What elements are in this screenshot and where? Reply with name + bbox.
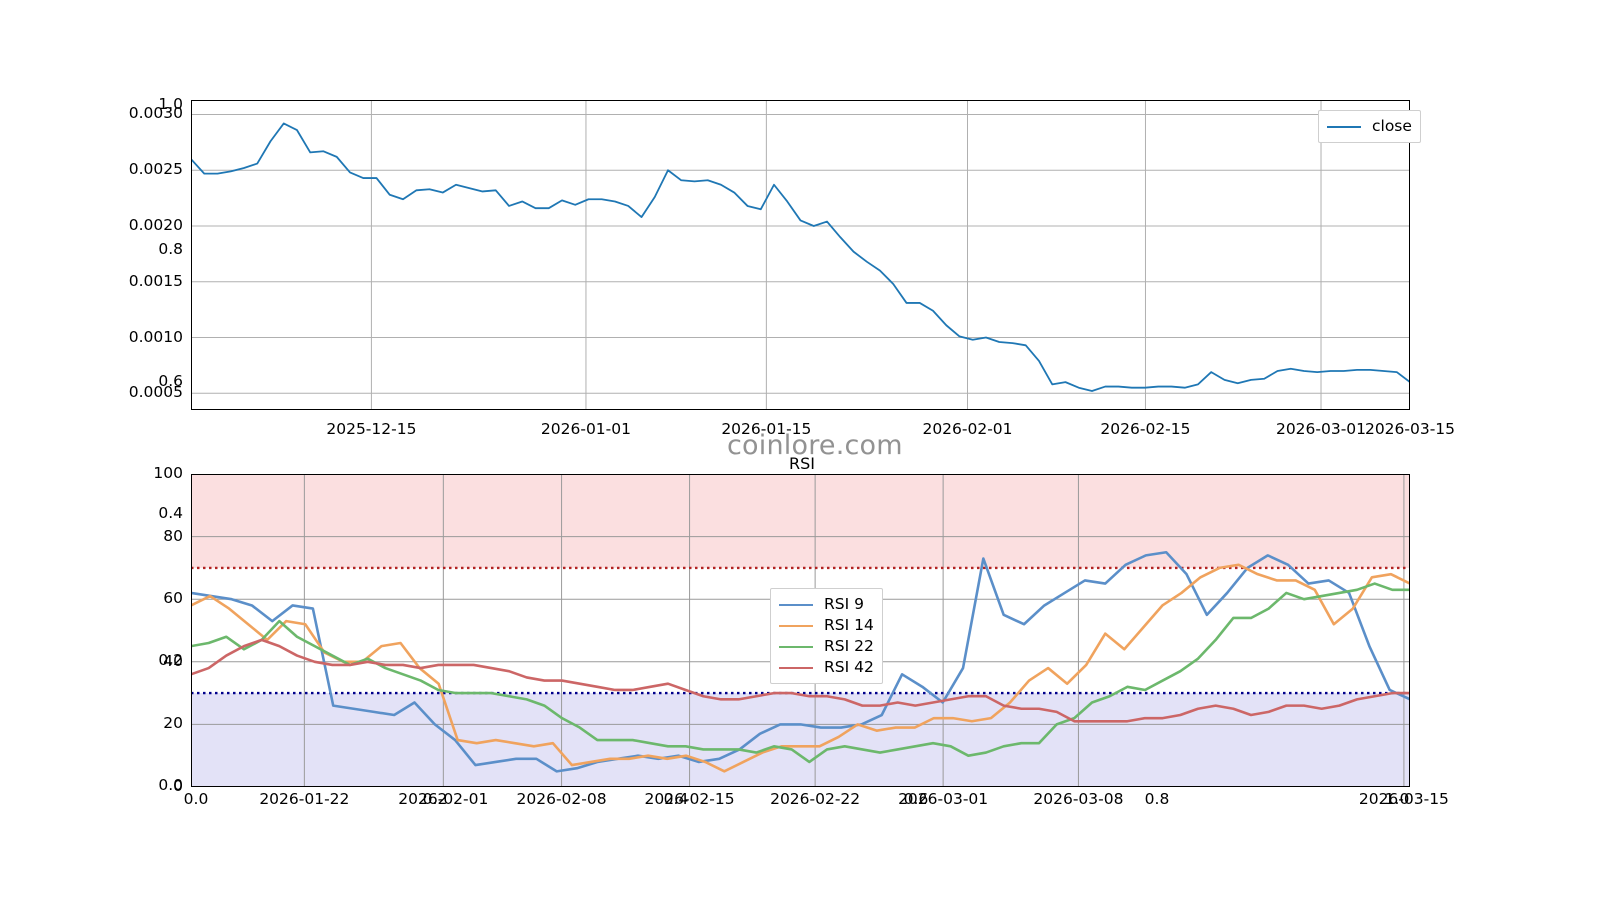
price-chart-panel [191,100,1410,410]
rsi-x-tick: 2026-02-22 [770,790,861,808]
price-y-tick: 0.0010 [128,327,183,346]
rsi-legend-item[interactable]: RSI 14 [779,615,874,636]
rsi-x-tick-secondary: 0.4 [663,790,689,808]
rsi-y-tick: 100 [153,464,183,482]
price-x-tick: 2026-03-15 [1364,420,1456,438]
coinlore-watermark: coinlore.com [727,430,903,461]
price-legend-item[interactable]: close [1327,116,1412,137]
rsi-y-tick: 60 [163,589,183,608]
rsi-x-tick-secondary: 0.8 [1144,790,1170,808]
rsi-x-tick-secondary: 0.2 [422,790,448,808]
price-chart-canvas [191,100,1410,410]
price-y-tick-secondary: 0.6 [158,372,183,390]
legend-line-swatch [779,645,813,648]
legend-item-label: RSI 9 [824,594,864,613]
rsi-x-tick: 2026-01-22 [259,790,350,808]
rsi-x-tick-secondary: 1.0 [1384,790,1410,808]
price-chart-legend[interactable]: close [1318,110,1421,143]
rsi-x-tick-secondary: 0.6 [903,790,929,808]
rsi-chart-panel [191,474,1410,787]
rsi-y-tick-secondary: 0.4 [158,504,183,522]
price-x-tick: 2026-02-15 [1100,420,1191,438]
price-y-tick-secondary: 1.0 [158,95,183,113]
price-y-tick: 0.0030 [128,104,183,123]
legend-item-label: RSI 14 [824,615,874,634]
rsi-y-tick-secondary: 0.0 [158,776,183,794]
rsi-x-tick: 2026-02-15 [644,790,735,808]
legend-line-swatch [779,666,813,669]
rsi-x-tick: 2026-02-01 [398,790,489,808]
rsi-x-tick: 2026-03-01 [898,790,989,808]
rsi-chart-legend[interactable]: RSI 9 RSI 14 RSI 22 RSI 42 [770,588,883,684]
legend-item-label: close [1372,116,1412,135]
price-y-tick: 0.0015 [128,271,183,290]
legend-line-swatch [1327,125,1361,128]
rsi-legend-item[interactable]: RSI 42 [779,657,874,678]
price-x-tick: 2026-02-01 [922,420,1013,438]
legend-item-label: RSI 22 [824,636,874,655]
price-y-tick-secondary: 0.8 [158,240,183,258]
rsi-y-tick: 0 [173,777,183,795]
rsi-y-tick-secondary: 0.2 [158,651,183,669]
rsi-panel-title: RSI [789,454,815,473]
rsi-y-tick: 80 [163,526,183,545]
rsi-chart-canvas [191,474,1410,787]
rsi-x-tick: 2026-02-08 [516,790,607,808]
price-x-tick: 2025-12-15 [326,420,417,438]
rsi-legend-item[interactable]: RSI 22 [779,636,874,657]
rsi-x-tick-secondary: 0.0 [183,790,209,808]
price-y-tick: 0.0020 [128,216,183,234]
price-y-tick: 0.0025 [128,160,183,179]
rsi-legend-item[interactable]: RSI 9 [779,594,874,615]
rsi-y-tick: 20 [163,714,183,733]
price-x-tick: 2026-01-15 [721,420,812,438]
legend-item-label: RSI 42 [824,657,874,676]
legend-line-swatch [779,603,813,606]
price-y-tick: 0.0005 [128,383,183,402]
rsi-y-tick: 40 [163,651,183,670]
legend-line-swatch [779,624,813,627]
price-x-tick: 2026-01-01 [540,420,631,438]
rsi-x-tick: 2026-03-08 [1033,790,1124,808]
price-x-tick: 2026-03-01 [1275,420,1367,438]
rsi-x-tick: 2026-03-15 [1358,790,1449,808]
